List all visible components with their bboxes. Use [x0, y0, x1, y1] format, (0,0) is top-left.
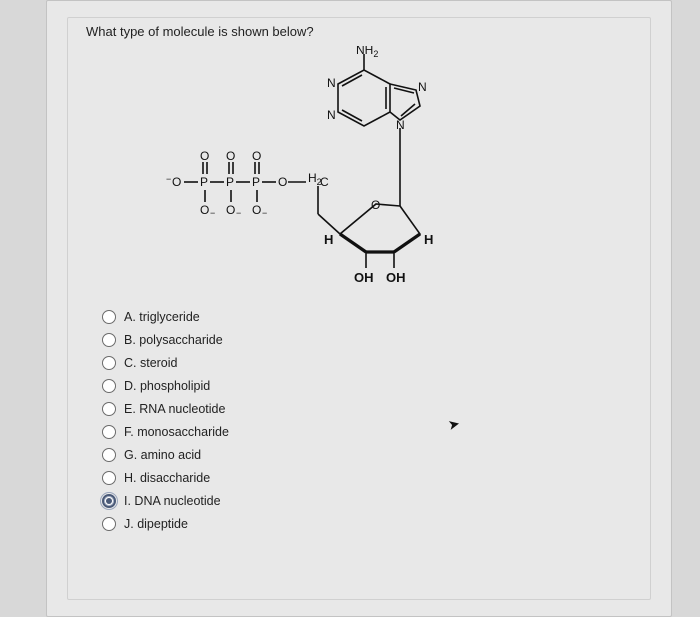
- label-p2: P: [226, 175, 234, 189]
- option-label: H. disaccharide: [124, 471, 210, 485]
- label-h-left: H: [324, 232, 333, 247]
- label-oh1: OH: [354, 270, 374, 285]
- option-c[interactable]: C. steroid: [102, 356, 229, 370]
- label-o-top2: O: [226, 149, 235, 163]
- radio-f[interactable]: [102, 425, 116, 439]
- label-minus0: −: [166, 174, 171, 184]
- option-a[interactable]: A. triglyceride: [102, 310, 229, 324]
- label-minus1: −: [210, 208, 215, 218]
- label-p1: P: [200, 175, 208, 189]
- option-label: E. RNA nucleotide: [124, 402, 225, 416]
- label-o-neg3: O: [252, 203, 261, 217]
- label-c: C: [320, 175, 329, 189]
- option-label: F. monosaccharide: [124, 425, 229, 439]
- label-o-link: O: [278, 175, 287, 189]
- radio-d[interactable]: [102, 379, 116, 393]
- option-b[interactable]: B. polysaccharide: [102, 333, 229, 347]
- option-g[interactable]: G. amino acid: [102, 448, 229, 462]
- label-o-neg1: O: [200, 203, 209, 217]
- radio-e[interactable]: [102, 402, 116, 416]
- label-h-right: H: [424, 232, 433, 247]
- option-label: D. phospholipid: [124, 379, 210, 393]
- option-e[interactable]: E. RNA nucleotide: [102, 402, 229, 416]
- radio-h[interactable]: [102, 471, 116, 485]
- option-i[interactable]: I. DNA nucleotide: [102, 494, 229, 508]
- label-p3: P: [252, 175, 260, 189]
- label-minus2: −: [236, 208, 241, 218]
- option-h[interactable]: H. disaccharide: [102, 471, 229, 485]
- cursor-icon: ➤: [446, 415, 461, 434]
- radio-c[interactable]: [102, 356, 116, 370]
- option-label: I. DNA nucleotide: [124, 494, 221, 508]
- option-label: B. polysaccharide: [124, 333, 223, 347]
- label-o-top3: O: [252, 149, 261, 163]
- option-label: J. dipeptide: [124, 517, 188, 531]
- label-n3: N: [418, 80, 427, 94]
- label-n2: N: [327, 108, 336, 122]
- option-label: G. amino acid: [124, 448, 201, 462]
- option-f[interactable]: F. monosaccharide: [102, 425, 229, 439]
- option-j[interactable]: J. dipeptide: [102, 517, 229, 531]
- label-o-neg2: O: [226, 203, 235, 217]
- question-card-inner: What type of molecule is shown below? NH…: [67, 17, 651, 600]
- label-minus3: −: [262, 208, 267, 218]
- option-d[interactable]: D. phospholipid: [102, 379, 229, 393]
- label-o-left: O: [172, 175, 181, 189]
- radio-j[interactable]: [102, 517, 116, 531]
- question-card: What type of molecule is shown below? NH…: [46, 0, 672, 617]
- label-oh2: OH: [386, 270, 406, 285]
- radio-i[interactable]: [102, 494, 116, 508]
- radio-g[interactable]: [102, 448, 116, 462]
- label-o-top1: O: [200, 149, 209, 163]
- radio-a[interactable]: [102, 310, 116, 324]
- radio-b[interactable]: [102, 333, 116, 347]
- question-text: What type of molecule is shown below?: [86, 24, 314, 39]
- options-list: A. triglyceride B. polysaccharide C. stero…: [102, 310, 229, 531]
- option-label: A. triglyceride: [124, 310, 200, 324]
- label-n1: N: [327, 76, 336, 90]
- label-o-ring: O: [371, 198, 380, 212]
- molecule-diagram: NH2 N N N N O H H OH OH: [128, 46, 468, 296]
- label-nh2: NH2: [356, 46, 378, 59]
- option-label: C. steroid: [124, 356, 178, 370]
